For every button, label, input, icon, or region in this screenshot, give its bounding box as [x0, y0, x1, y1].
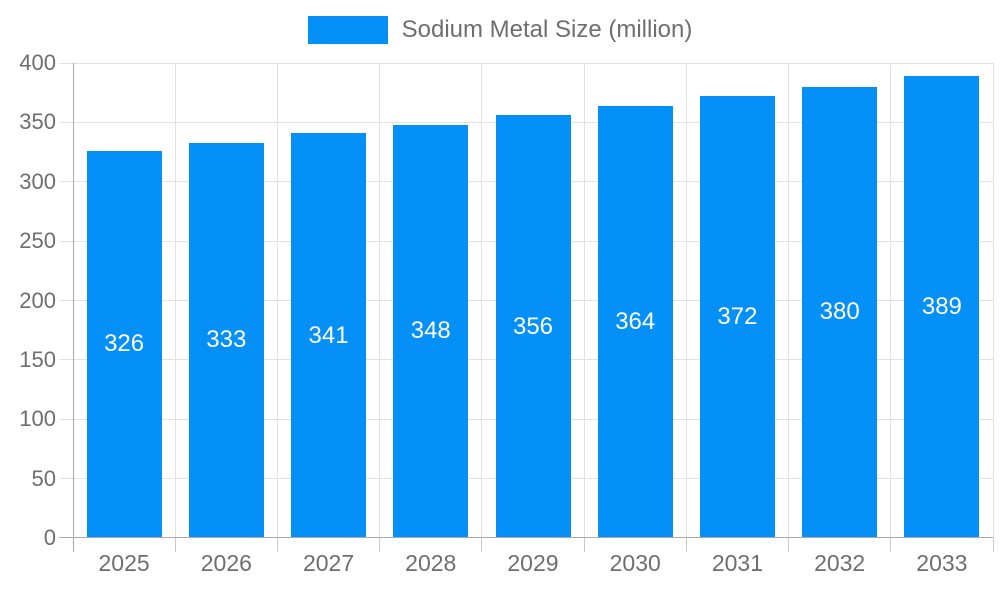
- y-axis-tick-label: 350: [19, 109, 56, 135]
- category-gridline: [174, 63, 176, 538]
- x-axis-tick-label: 2029: [507, 550, 559, 576]
- x-axis-tick: [685, 538, 687, 552]
- bar: 348: [393, 124, 469, 538]
- x-axis-tick: [174, 538, 176, 552]
- bar: 326: [86, 150, 162, 538]
- x-axis-tick: [276, 538, 278, 552]
- bar-text: 372: [717, 303, 758, 331]
- category-gridline: [379, 63, 381, 538]
- y-axis-tick-label: 400: [19, 50, 56, 75]
- bar-text: 333: [206, 326, 247, 354]
- x-axis-tick: [890, 538, 892, 552]
- x-axis-tick-label: 2027: [302, 550, 355, 576]
- y-axis-tick-label: 150: [19, 346, 56, 372]
- x-axis-tick-label: 2030: [609, 550, 661, 576]
- y-axis-tick-label: 100: [19, 406, 56, 432]
- bar-chart-plot-area: 0 50 100 150 200 250 300 350 400 326 2025 333 2026 34…: [19, 52, 994, 575]
- y-axis-tick-label: 50: [31, 465, 56, 491]
- x-axis-tick-label: 2032: [814, 550, 866, 576]
- bar: 372: [699, 96, 775, 538]
- x-axis-tick-label: 2026: [200, 550, 252, 576]
- x-axis-tick: [583, 538, 585, 552]
- bar: 341: [291, 133, 367, 538]
- category-gridline: [481, 63, 483, 538]
- x-axis-tick: [379, 538, 381, 552]
- category-gridline: [685, 63, 687, 538]
- x-axis-line: [59, 537, 993, 538]
- bar-text: 380: [819, 298, 860, 326]
- y-axis-tick-label: 0: [43, 525, 56, 550]
- bar-text: 326: [104, 330, 145, 358]
- bar-text: 364: [615, 307, 656, 335]
- x-axis-tick: [481, 538, 483, 552]
- bar-text: 356: [512, 312, 554, 340]
- bar: 356: [495, 115, 571, 538]
- x-axis-tick-label: 2025: [98, 550, 150, 576]
- bar-text: 341: [308, 321, 349, 349]
- legend-swatch: [307, 16, 388, 44]
- bar: 389: [904, 76, 980, 538]
- chart-legend[interactable]: Sodium Metal Size (million): [0, 16, 1000, 44]
- y-axis-line: [73, 63, 74, 552]
- category-gridline: [583, 63, 585, 538]
- category-gridline: [788, 63, 790, 538]
- legend-label: Sodium Metal Size (million): [401, 16, 693, 43]
- x-axis-tick: [992, 538, 994, 552]
- y-axis-tick-label: 200: [19, 287, 56, 313]
- bar-text: 389: [921, 293, 962, 321]
- bar: 380: [802, 86, 878, 538]
- category-gridline: [890, 63, 892, 538]
- bar-text: 348: [410, 317, 451, 345]
- y-axis-tick-label: 250: [19, 228, 56, 254]
- y-gridline: [59, 62, 993, 64]
- bar: 333: [188, 142, 264, 538]
- x-axis-tick-label: 2033: [916, 550, 968, 576]
- category-gridline: [276, 63, 278, 538]
- x-axis-tick-label: 2028: [405, 550, 457, 576]
- x-axis-tick-label: 2031: [711, 550, 764, 576]
- category-gridline: [992, 63, 994, 538]
- y-axis-tick-label: 300: [19, 168, 56, 194]
- x-axis-tick: [788, 538, 790, 552]
- bar: 364: [597, 105, 673, 538]
